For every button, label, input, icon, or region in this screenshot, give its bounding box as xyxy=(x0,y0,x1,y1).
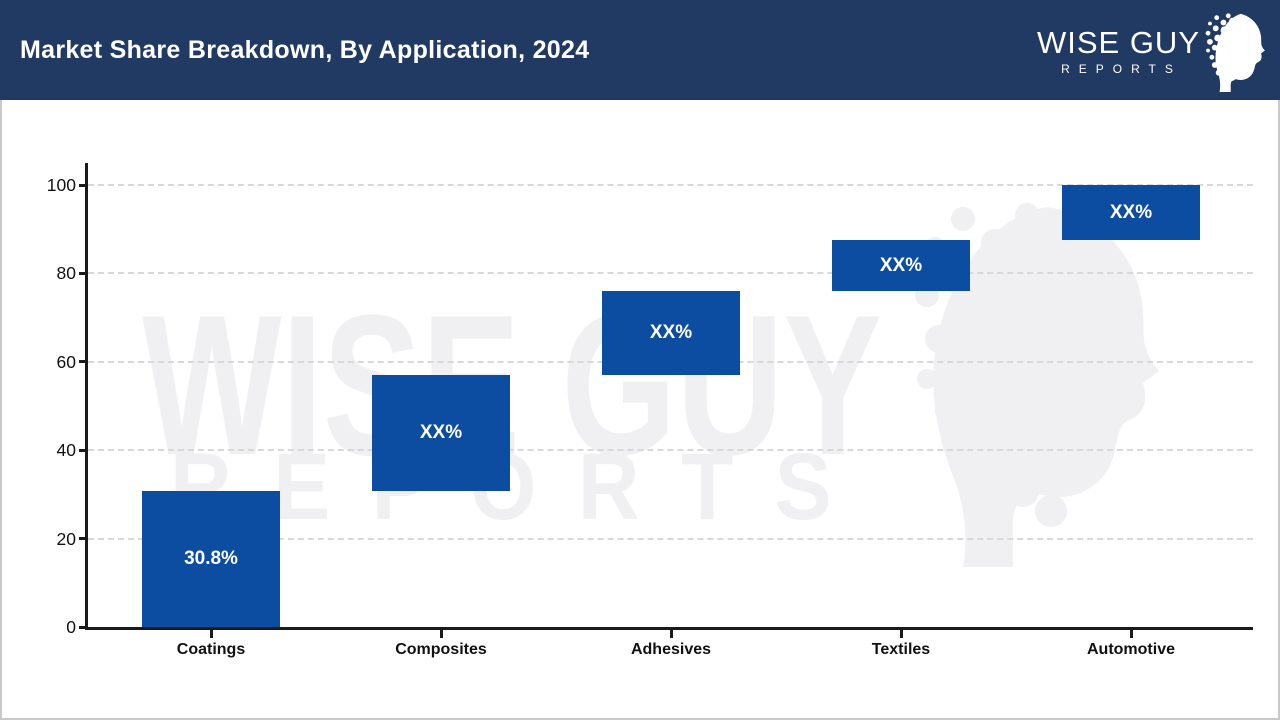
y-tick-mark-80 xyxy=(79,271,88,275)
logo-head-icon xyxy=(1205,13,1265,92)
x-axis-label-coatings: Coatings xyxy=(176,641,246,658)
bar-label-automotive: XX% xyxy=(1109,201,1153,223)
gridline-20 xyxy=(88,537,1253,540)
y-tick-mark-40 xyxy=(79,448,88,452)
bar-composites: XX% xyxy=(372,375,510,491)
page-border-left xyxy=(0,100,2,720)
gridline-100 xyxy=(88,184,1253,186)
y-tick-label-100: 100 xyxy=(46,175,76,195)
x-axis-line xyxy=(85,627,1253,630)
page-border-bottom xyxy=(0,718,1280,720)
y-tick-mark-0 xyxy=(79,625,88,629)
watermark-wordmark: WISE GUY xyxy=(142,274,883,497)
x-tick-mark-textiles xyxy=(899,630,903,638)
y-tick-mark-100 xyxy=(79,183,88,187)
gridline-80 xyxy=(88,272,1253,275)
x-axis-label-adhesives: Adhesives xyxy=(630,641,712,658)
logo-text: WISE GUY REPORTS xyxy=(1036,25,1200,76)
x-axis-label-composites: Composites xyxy=(395,641,487,658)
x-axis-label-textiles: Textiles xyxy=(871,641,931,658)
bar-textiles: XX% xyxy=(832,240,970,292)
y-tick-mark-20 xyxy=(79,537,88,541)
y-axis-line xyxy=(85,163,88,630)
gridline-40 xyxy=(88,449,1253,452)
y-tick-label-80: 80 xyxy=(56,263,76,284)
bar-label-adhesives: XX% xyxy=(649,322,693,344)
x-axis-label-automotive: Automotive xyxy=(1087,641,1175,658)
x-tick-mark-coatings xyxy=(209,630,213,638)
y-tick-label-20: 20 xyxy=(56,528,76,549)
bar-coatings: 30.8% xyxy=(142,490,280,627)
bar-automotive: XX% xyxy=(1062,185,1200,241)
logo-subline: REPORTS xyxy=(1061,61,1182,76)
y-tick-label-0: 0 xyxy=(66,617,76,637)
logo-wordmark: WISE GUY xyxy=(1036,25,1200,61)
x-tick-mark-automotive xyxy=(1129,630,1133,638)
page-title: Market Share Breakdown, By Application, … xyxy=(20,35,590,64)
brand-logo: WISE GUY REPORTS xyxy=(1037,10,1270,92)
x-tick-mark-composites xyxy=(439,630,443,638)
bar-adhesives: XX% xyxy=(602,291,740,376)
y-tick-label-60: 60 xyxy=(56,351,76,372)
bar-label-textiles: XX% xyxy=(879,254,923,276)
header-bar: Market Share Breakdown, By Application, … xyxy=(0,0,1280,100)
page-border-right xyxy=(1278,100,1280,720)
x-tick-mark-adhesives xyxy=(669,630,673,638)
watermark-head-icon xyxy=(915,203,1159,567)
y-tick-label-40: 40 xyxy=(56,440,76,461)
y-tick-mark-60 xyxy=(79,360,88,364)
bar-label-coatings: 30.8% xyxy=(184,547,238,569)
bar-label-composites: XX% xyxy=(419,421,463,443)
